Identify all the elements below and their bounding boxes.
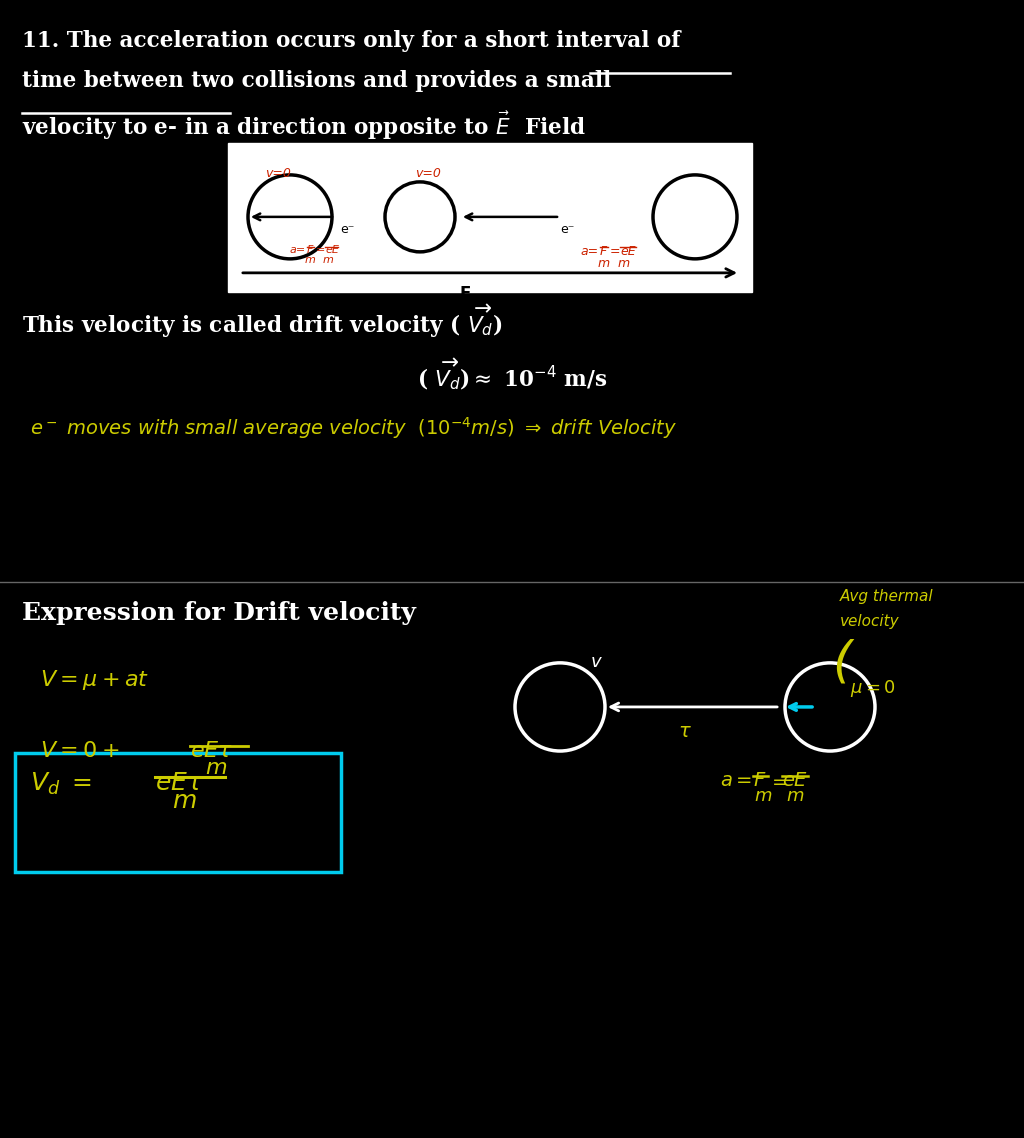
Text: =: = — [610, 245, 621, 258]
Text: v=0: v=0 — [265, 167, 291, 180]
Text: m: m — [305, 255, 315, 265]
Text: e⁻: e⁻ — [340, 223, 354, 236]
Text: $\it{e^-}$ moves with small average velocity  $(10^{-4}m/s)$ $\Rightarrow$ drift: $\it{e^-}$ moves with small average velo… — [30, 414, 677, 440]
Text: $\it{V_d\ =\ }$: $\it{V_d\ =\ }$ — [30, 770, 92, 797]
Text: v=0: v=0 — [415, 167, 441, 180]
Text: This velocity is called drift velocity ( $\overrightarrow{V_d}$): This velocity is called drift velocity (… — [22, 303, 502, 340]
Text: m: m — [598, 257, 610, 270]
Text: $\it{eE\tau}$: $\it{eE\tau}$ — [190, 741, 233, 761]
Text: eE: eE — [620, 245, 636, 258]
Text: F: F — [307, 245, 313, 255]
Text: (: ( — [831, 638, 852, 686]
Text: $\it{eE\tau}$: $\it{eE\tau}$ — [155, 770, 204, 794]
Text: $\it{F}$: $\it{F}$ — [753, 770, 766, 790]
Text: a=: a= — [290, 245, 306, 255]
Text: ( $\overrightarrow{V_d}$)$\approx$ 10$^{-4}$ m/s: ( $\overrightarrow{V_d}$)$\approx$ 10$^{… — [417, 357, 607, 393]
Text: m: m — [323, 255, 334, 265]
Text: $\it{m}$: $\it{m}$ — [786, 787, 804, 806]
Text: $\it{v}$: $\it{v}$ — [590, 653, 603, 671]
Text: eE: eE — [325, 245, 339, 255]
Text: time between two collisions and provides a small: time between two collisions and provides… — [22, 69, 611, 92]
Text: F: F — [600, 245, 607, 258]
Text: velocity to e- in a direction opposite to $\vec{E}$  Field: velocity to e- in a direction opposite t… — [22, 110, 586, 142]
Text: $\it{m}$: $\it{m}$ — [205, 758, 227, 778]
Text: $\it{m}$: $\it{m}$ — [754, 787, 772, 806]
Text: $\it{eE}$: $\it{eE}$ — [782, 770, 808, 790]
Text: $\it{V = \mu + at}$: $\it{V = \mu + at}$ — [40, 668, 150, 692]
Text: =: = — [316, 245, 326, 255]
Text: E: E — [460, 284, 471, 303]
Text: $\it{\tau}$: $\it{\tau}$ — [678, 721, 692, 741]
Text: m: m — [618, 257, 630, 270]
Text: Expression for Drift velocity: Expression for Drift velocity — [22, 601, 416, 625]
Text: $\it{m}$: $\it{m}$ — [172, 790, 197, 814]
Text: Avg thermal: Avg thermal — [840, 589, 934, 604]
Text: velocity: velocity — [840, 613, 900, 629]
Text: $\it{\mu=0}$: $\it{\mu=0}$ — [850, 677, 896, 699]
Text: a=: a= — [580, 245, 598, 258]
Text: $\it{V = 0 +\ }$: $\it{V = 0 +\ }$ — [40, 741, 119, 761]
Text: 11. The acceleration occurs only for a short interval of: 11. The acceleration occurs only for a s… — [22, 30, 681, 52]
Text: $\it{=}$: $\it{=}$ — [768, 770, 788, 790]
Text: e⁻: e⁻ — [560, 223, 574, 236]
Text: $\it{a=}$: $\it{a=}$ — [720, 770, 752, 790]
FancyBboxPatch shape — [228, 143, 752, 291]
